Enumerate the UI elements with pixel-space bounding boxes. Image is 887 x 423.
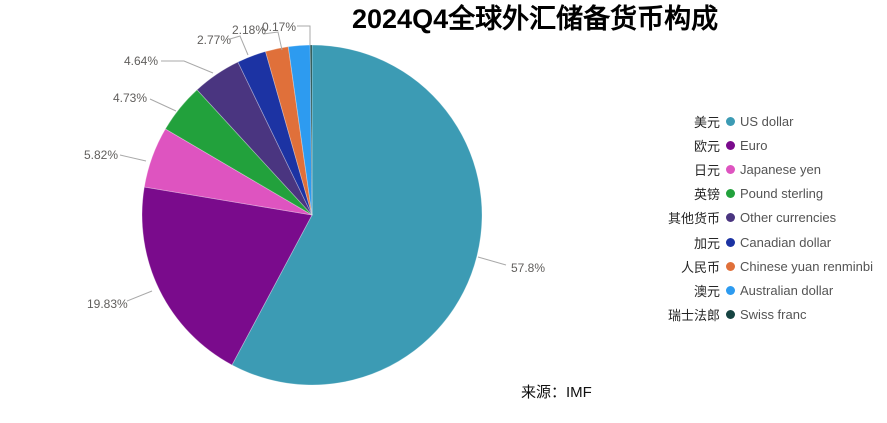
legend-item[interactable]: 人民币 Chinese yuan renminbi xyxy=(656,254,873,278)
legend-item[interactable]: 其他货币 Other currencies xyxy=(656,206,873,230)
slice-percent-label: 57.8% xyxy=(511,261,545,275)
label-leader-line xyxy=(262,31,283,51)
pie-slice-chinese-yuan-renminbi[interactable] xyxy=(265,46,313,216)
legend-color-dot-icon xyxy=(726,261,735,271)
pie-slice-us-dollar[interactable] xyxy=(231,44,483,386)
legend-label-en: Australian dollar xyxy=(740,282,834,298)
legend-color-dot-icon xyxy=(726,140,735,150)
label-leader-line xyxy=(161,60,214,74)
pie-slice-australian-dollar[interactable] xyxy=(287,44,313,216)
legend-item[interactable]: 欧元 Euro xyxy=(656,133,873,157)
pie-slice-swiss-franc[interactable] xyxy=(309,44,313,216)
legend-color-dot-icon xyxy=(726,189,735,199)
pie-slice-canadian-dollar[interactable] xyxy=(237,51,313,216)
pie-slice-japanese-yen[interactable] xyxy=(143,128,313,216)
label-leader-line xyxy=(297,25,311,45)
legend-item[interactable]: 美元 US dollar xyxy=(656,109,873,133)
legend-label-en: Canadian dollar xyxy=(740,234,832,250)
pie-slice-pound-sterling[interactable] xyxy=(165,89,313,216)
label-leader-line xyxy=(119,154,147,162)
slice-percent-label: 2.18% xyxy=(232,23,266,37)
legend-label-cn: 加元 xyxy=(693,235,720,251)
legend-color-dot-icon xyxy=(726,116,735,126)
legend-color-dot-icon xyxy=(726,213,735,223)
legend-item[interactable]: 英镑 Pound sterling xyxy=(656,182,873,206)
legend-color-dot-icon xyxy=(726,164,735,174)
legend-label-en: Japanese yen xyxy=(740,161,821,177)
legend-label-en: Euro xyxy=(740,137,768,153)
slice-percent-label: 2.77% xyxy=(197,33,231,47)
legend: 美元 US dollar 欧元 Euro 日元 Japanese yen 英镑 … xyxy=(656,109,873,327)
label-leader-line xyxy=(229,35,249,56)
slice-percent-label: 19.83% xyxy=(87,297,128,311)
legend-label-cn: 人民币 xyxy=(680,259,720,275)
label-leader-line xyxy=(477,256,507,266)
legend-item[interactable]: 加元 Canadian dollar xyxy=(656,230,873,254)
pie-slice-other-currencies[interactable] xyxy=(196,61,313,216)
source-note: 来源：IMF xyxy=(521,384,592,401)
legend-color-dot-icon xyxy=(726,285,735,295)
legend-label-cn: 日元 xyxy=(693,162,720,178)
label-leader-line xyxy=(126,290,153,302)
slice-percent-label: 5.82% xyxy=(84,148,118,162)
label-leader-line xyxy=(149,98,177,112)
legend-label-cn: 美元 xyxy=(693,114,720,130)
legend-label-cn: 欧元 xyxy=(693,138,720,154)
legend-color-dot-icon xyxy=(726,237,735,247)
legend-item[interactable]: 日元 Japanese yen xyxy=(656,157,873,181)
slice-percent-label: 0.17% xyxy=(262,20,296,34)
pie-slice-euro[interactable] xyxy=(141,186,313,366)
legend-label-cn: 瑞士法郎 xyxy=(667,308,720,324)
legend-color-dot-icon xyxy=(726,310,735,320)
legend-label-en: Pound sterling xyxy=(740,186,824,202)
legend-label-en: Chinese yuan renminbi xyxy=(740,258,873,274)
legend-label-en: US dollar xyxy=(740,113,794,129)
legend-label-cn: 英镑 xyxy=(693,187,720,203)
slice-percent-label: 4.64% xyxy=(124,54,158,68)
legend-label-cn: 澳元 xyxy=(693,283,720,299)
legend-label-cn: 其他货币 xyxy=(667,211,720,227)
legend-label-en: Other currencies xyxy=(740,210,837,226)
legend-item[interactable]: 瑞士法郎 Swiss franc xyxy=(656,303,873,327)
legend-item[interactable]: 澳元 Australian dollar xyxy=(656,278,873,302)
chart-title: 2024Q4全球外汇储备货币构成 xyxy=(352,4,719,34)
legend-label-en: Swiss franc xyxy=(740,307,807,323)
slice-percent-label: 4.73% xyxy=(113,91,147,105)
